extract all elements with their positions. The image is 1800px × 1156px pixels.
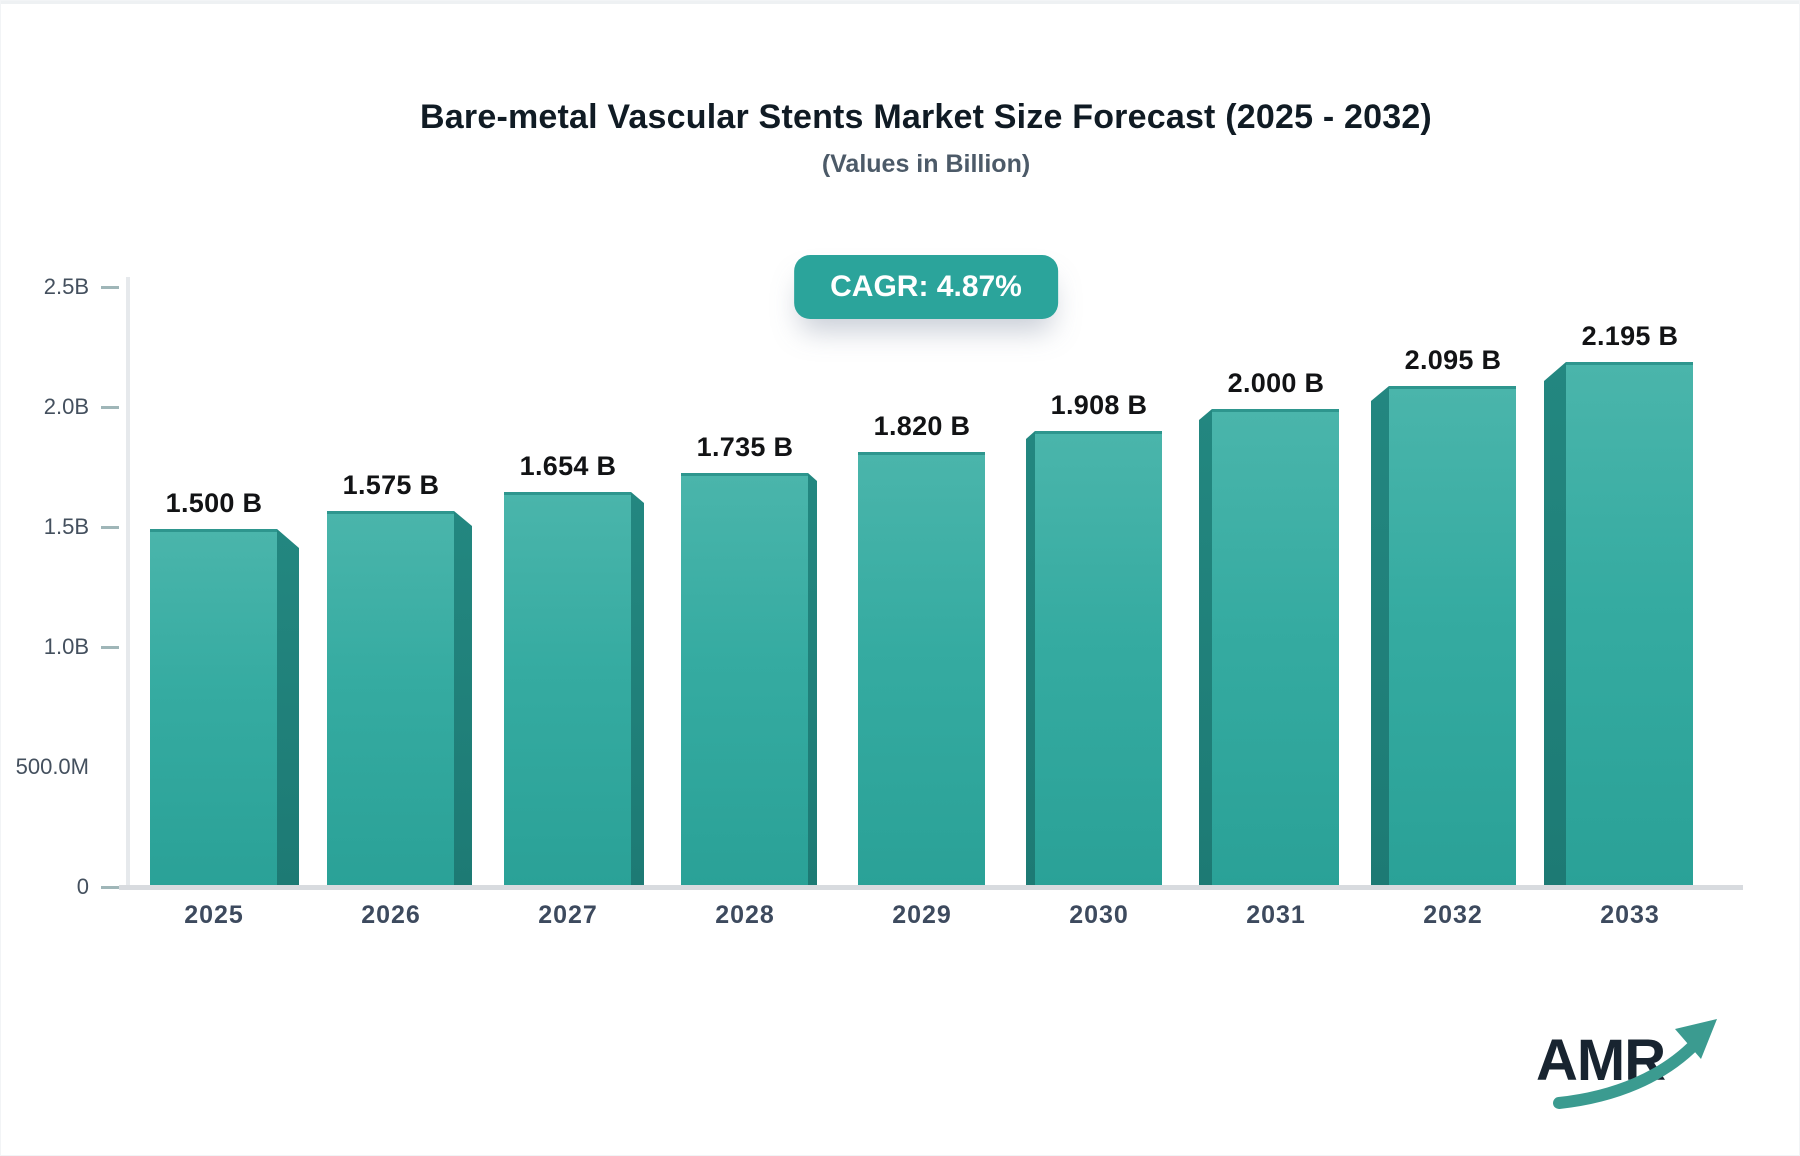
x-axis-label-2031: 2031 — [1246, 901, 1306, 929]
y-axis-tick-mark — [101, 406, 119, 409]
chart-subtitle: (Values in Billion) — [821, 150, 1031, 178]
x-axis-label-2025: 2025 — [184, 901, 244, 929]
bar-value-label: 1.735 B — [696, 432, 794, 462]
bar-value-label: 1.908 B — [1050, 390, 1148, 420]
x-axis-label-2032: 2032 — [1423, 901, 1483, 929]
bar-2032 — [1389, 386, 1516, 889]
y-axis-tick-label: 2.5B — [43, 274, 89, 299]
bar-3d-side-face — [1371, 386, 1389, 889]
bar-3d-side-face — [277, 529, 299, 889]
bar-3d-side-face — [1026, 431, 1035, 889]
bar-2033 — [1566, 362, 1693, 889]
bar-3d-side-face — [454, 511, 472, 889]
y-axis-tick-label: 1.5B — [43, 514, 89, 539]
bar-2025 — [150, 529, 277, 889]
x-axis-label-2029: 2029 — [892, 901, 952, 929]
bar-2026 — [327, 511, 454, 889]
y-axis-tick-mark — [101, 286, 119, 289]
bar-3d-side-face — [1199, 409, 1212, 889]
bar-2028 — [681, 473, 808, 889]
cagr-badge: CAGR: 4.87% — [794, 255, 1058, 319]
x-axis-label-2030: 2030 — [1069, 901, 1129, 929]
y-axis-tick-mark — [101, 646, 119, 649]
chart-title: Bare-metal Vascular Stents Market Size F… — [420, 98, 1432, 136]
bar-value-label: 1.654 B — [519, 451, 617, 481]
bar-2030 — [1035, 431, 1162, 889]
bar-3d-side-face — [808, 473, 817, 889]
bar-value-label: 1.575 B — [342, 470, 440, 500]
y-axis-tick-label: 1.0B — [43, 634, 89, 659]
x-axis-label-2027: 2027 — [538, 901, 598, 929]
bar-3d-side-face — [1544, 362, 1566, 889]
bar-value-label: 1.820 B — [873, 411, 971, 441]
x-axis-label-2028: 2028 — [715, 901, 775, 929]
bar-value-label: 1.500 B — [165, 488, 263, 518]
bar-2029 — [858, 452, 985, 889]
y-axis-tick-mark — [101, 886, 119, 889]
bar-2027 — [504, 492, 631, 889]
y-axis-tick-label: 500.0M — [15, 754, 89, 779]
bar-value-label: 2.195 B — [1581, 321, 1679, 351]
y-axis-line — [126, 277, 130, 885]
bar-value-label: 2.000 B — [1227, 368, 1325, 398]
bar-3d-side-face — [631, 492, 644, 889]
y-axis-tick-mark — [101, 526, 119, 529]
bar-value-label: 2.095 B — [1404, 345, 1502, 375]
growth-arrow-icon — [1553, 1019, 1717, 1109]
y-axis-tick-label: 2.0B — [43, 394, 89, 419]
x-axis-label-2026: 2026 — [361, 901, 421, 929]
bar-2031 — [1212, 409, 1339, 889]
x-axis-label-2033: 2033 — [1600, 901, 1660, 929]
y-axis-tick-label: 0 — [76, 874, 89, 899]
amr-logo: AMR — [1531, 1013, 1741, 1123]
x-axis-baseline — [119, 885, 1743, 890]
page-top-border — [1, 1, 1799, 4]
